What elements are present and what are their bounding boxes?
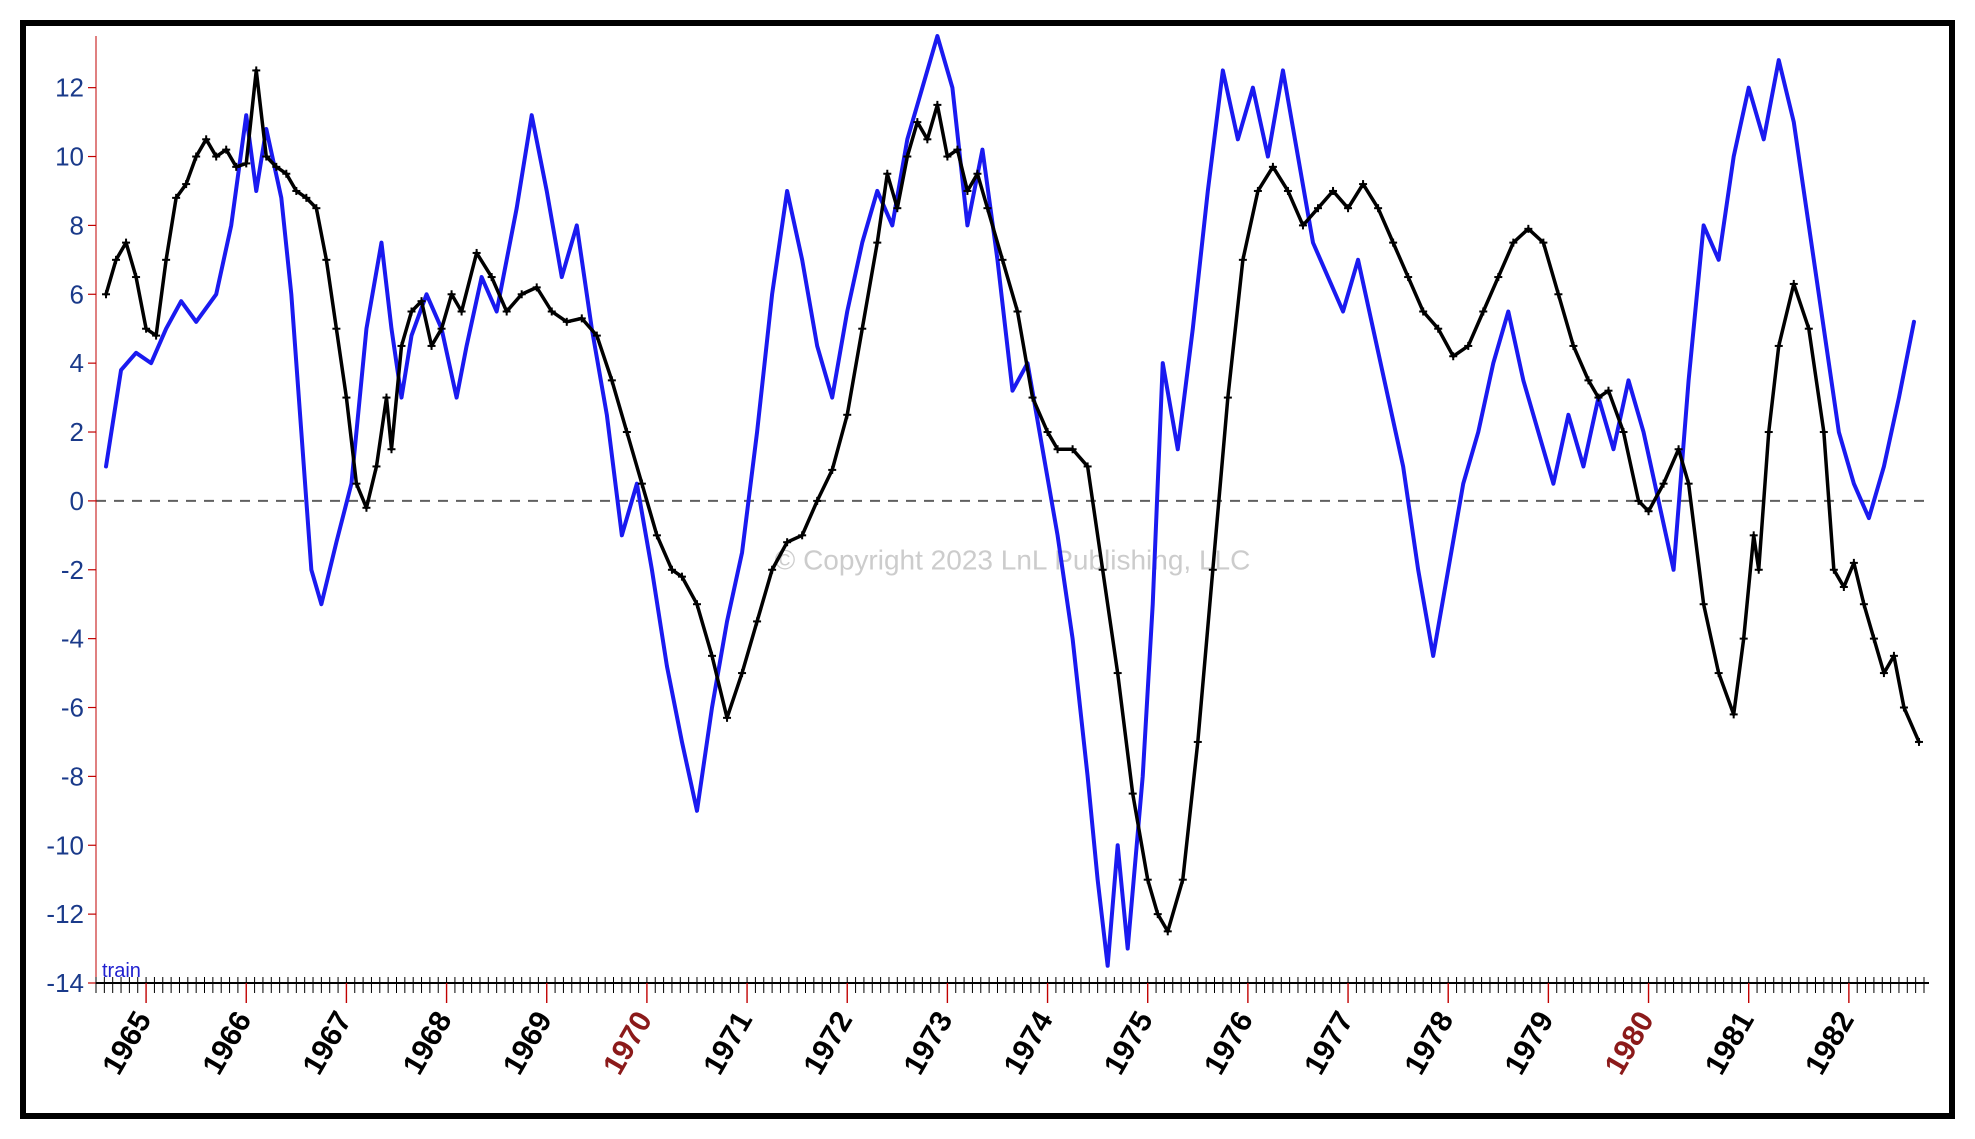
y-tick-label: 10 xyxy=(55,142,84,172)
chart-container: -14 -12 -10 -8 -6 -4 -2 0 2 4 6 8 10 12 © Copyright 20… xyxy=(0,0,1975,1139)
y-tick-label: -4 xyxy=(61,624,84,654)
y-tick-label: -14 xyxy=(46,968,84,998)
y-tick-label: 2 xyxy=(70,417,84,447)
chart-border: -14 -12 -10 -8 -6 -4 -2 0 2 4 6 8 10 12 © Copyright 20… xyxy=(20,20,1955,1119)
y-tick-label: 8 xyxy=(70,210,84,240)
y-tick-label: -8 xyxy=(61,761,84,791)
y-tick-label: 6 xyxy=(70,279,84,309)
watermark-text: © Copyright 2023 LnL Publishing, LLC xyxy=(775,545,1251,576)
y-tick-label: 4 xyxy=(70,348,84,378)
y-tick-label: 0 xyxy=(70,486,84,516)
train-label: train xyxy=(102,960,141,982)
y-tick-label: -2 xyxy=(61,555,84,585)
line-chart: -14 -12 -10 -8 -6 -4 -2 0 2 4 6 8 10 12 © Copyright 20… xyxy=(26,26,1949,1113)
y-tick-label: 12 xyxy=(55,73,84,103)
y-tick-label: -10 xyxy=(46,830,84,860)
y-tick-label: -6 xyxy=(61,693,84,723)
y-tick-label: -12 xyxy=(46,899,84,929)
